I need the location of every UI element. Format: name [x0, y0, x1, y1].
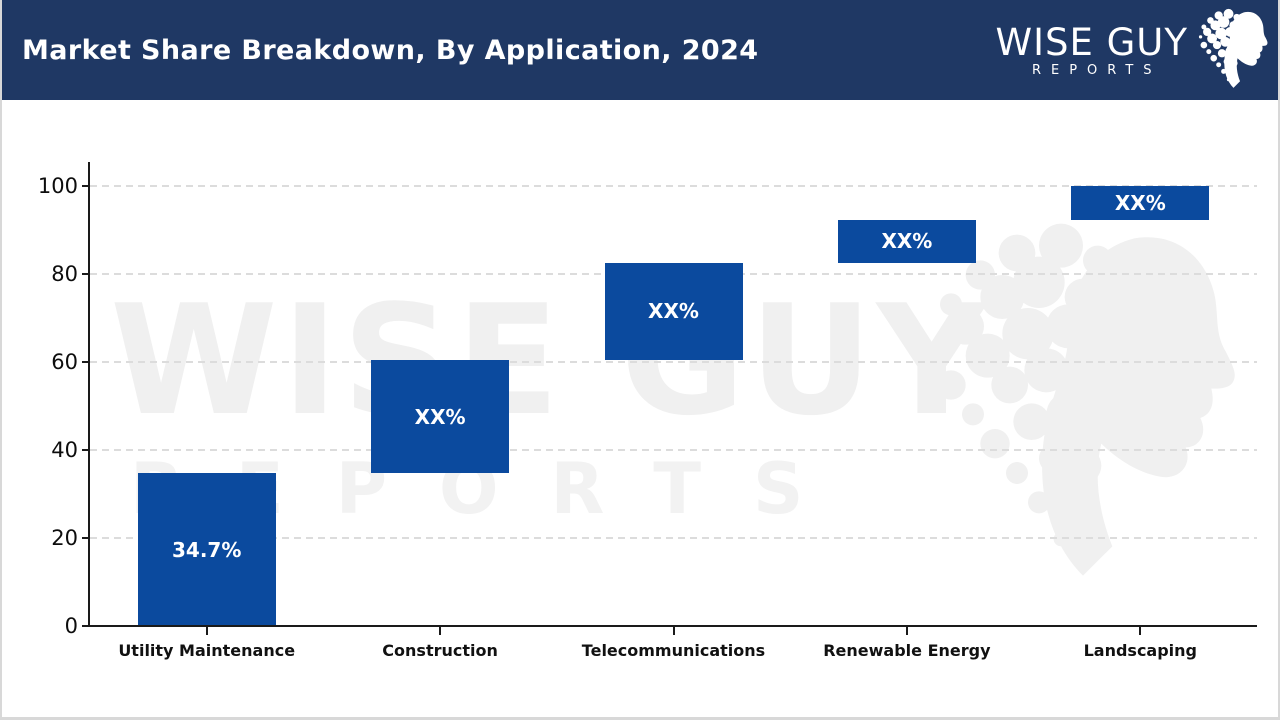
x-category-label: Construction	[382, 641, 498, 660]
x-category-label: Renewable Energy	[823, 641, 991, 660]
y-axis-tick	[82, 537, 90, 539]
wiseguy-logo: WISE GUY REPORTS	[996, 8, 1268, 92]
x-category-label: Landscaping	[1083, 641, 1197, 660]
x-axis-tick	[439, 627, 442, 635]
bar-renewable-energy	[837, 219, 976, 263]
bar-construction	[371, 359, 510, 474]
gridline	[90, 361, 1257, 363]
x-axis-tick	[1139, 627, 1142, 635]
y-axis-tick-label: 100	[37, 174, 78, 198]
bar-landscaping	[1071, 186, 1210, 220]
wiseguy-head-icon	[1198, 8, 1268, 88]
bar-value-label: XX%	[1114, 190, 1166, 215]
y-axis-tick	[82, 449, 90, 451]
bar-value-label: 34.7%	[171, 537, 242, 562]
bar-telecommunications	[604, 263, 743, 360]
bar-value-label: XX%	[414, 404, 466, 429]
bar-value-label: XX%	[648, 299, 699, 324]
page-title: Market Share Breakdown, By Application, …	[22, 34, 759, 66]
bar-value-label: XX%	[881, 229, 933, 254]
gridline	[90, 185, 1257, 187]
wiseguy-logo-text: WISE GUY REPORTS	[996, 24, 1188, 77]
y-axis-tick-label: 0	[64, 614, 78, 638]
logo-reports-label: REPORTS	[1031, 62, 1162, 78]
bar-utility-maintenance	[137, 473, 276, 626]
header-bar: Market Share Breakdown, By Application, …	[2, 0, 1278, 100]
x-axis-tick	[905, 627, 908, 635]
y-axis-tick	[82, 273, 90, 275]
x-category-label: Telecommunications	[581, 641, 766, 660]
x-category-label: Utility Maintenance	[118, 641, 296, 660]
x-axis-tick	[672, 627, 675, 635]
x-axis-line	[88, 625, 1257, 627]
gridline	[90, 449, 1257, 451]
y-axis-line	[88, 162, 90, 627]
y-axis-tick-label: 40	[51, 438, 78, 462]
y-axis-tick	[82, 625, 90, 627]
watermark-wiseguy-text: WISE GUY	[110, 272, 991, 449]
y-axis-tick-label: 80	[51, 262, 78, 286]
y-axis-tick-label: 60	[51, 350, 78, 374]
y-axis-tick-label: 20	[51, 526, 78, 550]
y-axis-tick	[82, 185, 90, 187]
gridline	[90, 537, 1257, 539]
watermark-head-icon	[929, 223, 1235, 576]
logo-wiseguy-label: WISE GUY	[995, 20, 1188, 64]
y-axis-tick	[82, 361, 90, 363]
x-axis-tick	[205, 627, 208, 635]
